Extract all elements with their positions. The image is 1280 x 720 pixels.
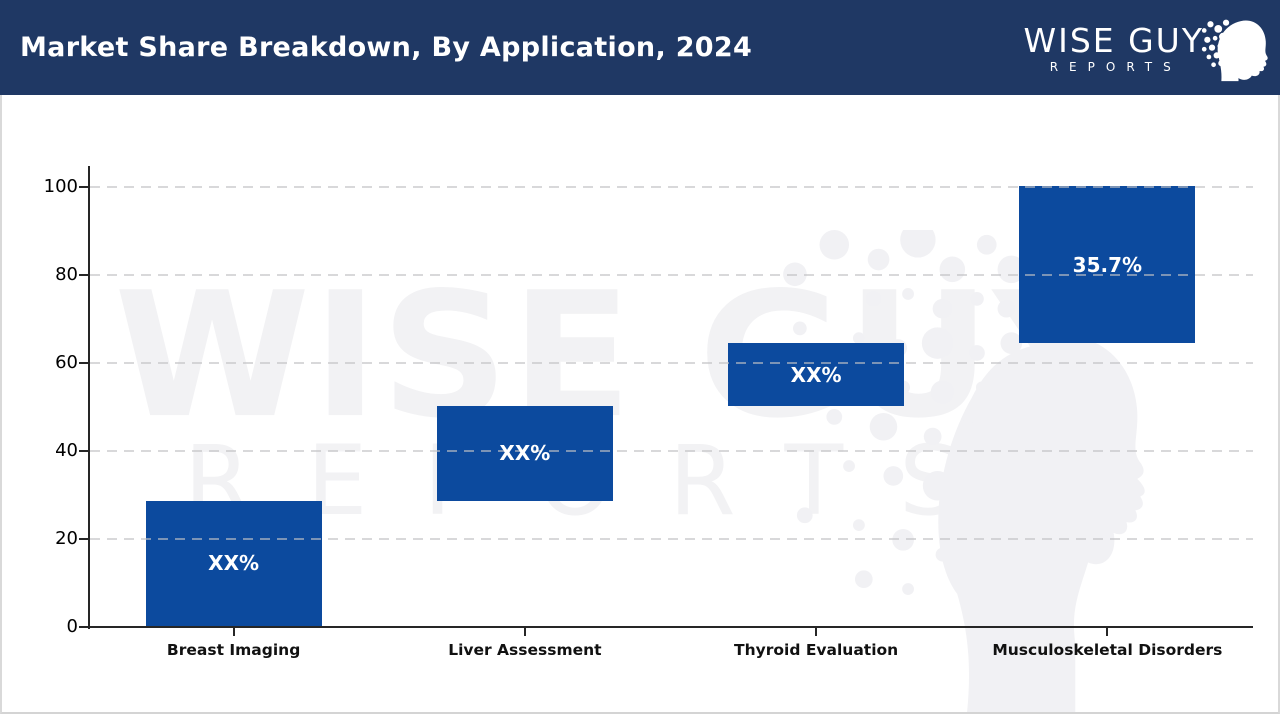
y-axis-tick-label: 20 bbox=[55, 528, 78, 549]
page-title: Market Share Breakdown, By Application, … bbox=[20, 32, 753, 63]
bar-value-label: XX% bbox=[499, 441, 551, 466]
y-axis-tick bbox=[79, 626, 88, 628]
bar-value-label: XX% bbox=[790, 362, 842, 387]
y-axis-tick-label: 80 bbox=[55, 264, 78, 285]
y-axis-tick-label: 40 bbox=[55, 440, 78, 461]
x-axis-category-label: Liver Assessment bbox=[448, 641, 602, 659]
bar-value-label: 35.7% bbox=[1072, 252, 1143, 277]
y-axis-tick bbox=[79, 362, 88, 364]
gridline bbox=[90, 538, 1253, 540]
x-axis-tick bbox=[1106, 628, 1109, 636]
gridline bbox=[90, 274, 1253, 276]
logo-brand-text: WISE GUY bbox=[1023, 20, 1204, 60]
bar-segment bbox=[728, 343, 905, 406]
logo-text: WISE GUY REPORTS bbox=[1023, 24, 1204, 73]
gridline bbox=[90, 186, 1253, 188]
bar-segment bbox=[436, 406, 613, 501]
watermark-head-profile bbox=[783, 230, 1145, 712]
watermark-brand-text: WISE GUY bbox=[114, 255, 1124, 456]
y-axis-tick bbox=[79, 538, 88, 540]
bar-value-label: XX% bbox=[208, 551, 260, 576]
header-banner: Market Share Breakdown, By Application, … bbox=[0, 0, 1280, 95]
bar-segment bbox=[1019, 186, 1196, 344]
x-axis-category-label: Breast Imaging bbox=[166, 641, 301, 659]
logo-sub-text: REPORTS bbox=[1049, 59, 1182, 74]
plot-region: 0 20 40 60 80 100 XX% Breast Imaging XX% Liver As… bbox=[2, 95, 1278, 712]
y-axis-tick-label: 100 bbox=[43, 176, 78, 197]
x-axis-category-label: Thyroid Evaluation bbox=[734, 641, 899, 659]
x-axis-category-label: Musculoskeletal Disorders bbox=[992, 641, 1223, 659]
gridline bbox=[90, 450, 1253, 452]
y-axis-spine bbox=[88, 166, 90, 629]
y-axis-tick bbox=[79, 186, 88, 188]
y-axis-tick bbox=[79, 450, 88, 452]
gridline bbox=[90, 362, 1253, 364]
y-axis-tick bbox=[79, 274, 88, 276]
wise-guy-logo: WISE GUY REPORTS bbox=[1023, 6, 1272, 90]
x-axis-tick bbox=[232, 628, 235, 636]
head-profile-icon bbox=[1201, 19, 1268, 82]
y-axis-tick-label: 0 bbox=[66, 616, 78, 637]
bar-segment bbox=[145, 500, 322, 626]
y-axis-tick-label: 60 bbox=[55, 352, 78, 373]
x-axis-tick bbox=[815, 628, 818, 636]
x-axis-spine bbox=[88, 626, 1253, 628]
x-axis-tick bbox=[523, 628, 526, 636]
